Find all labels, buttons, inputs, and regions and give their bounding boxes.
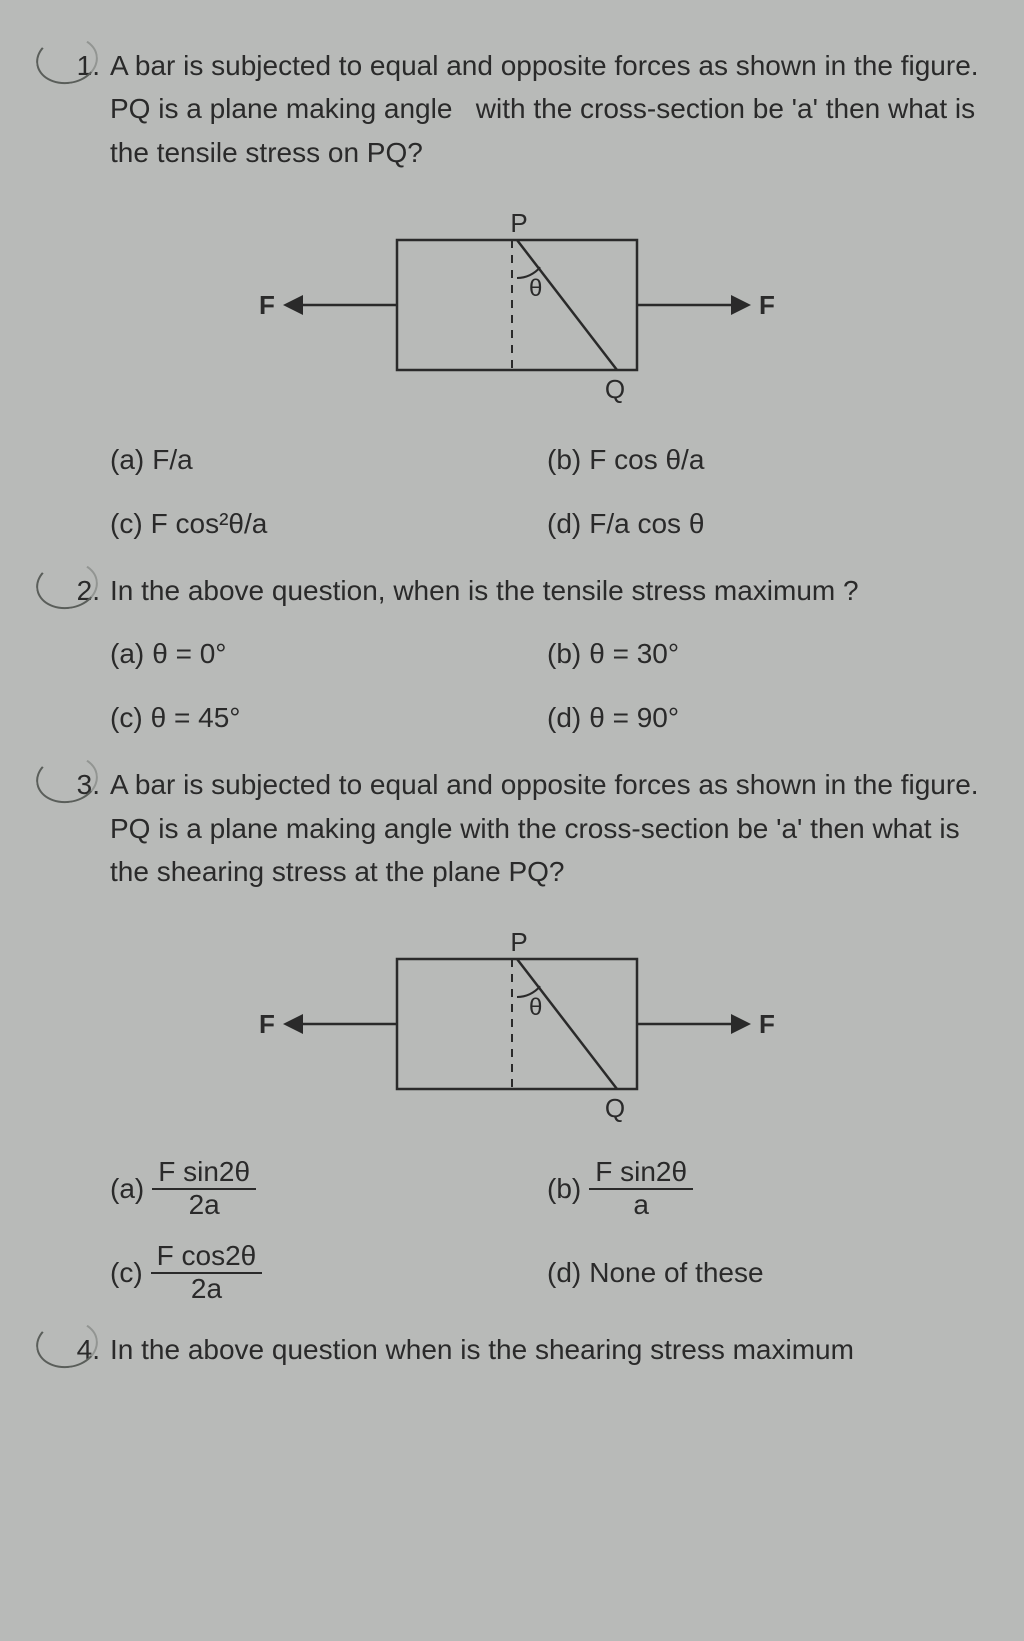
question-text: In the above question, when is the tensi… (110, 569, 984, 612)
question-number-wrap: 4. (50, 1328, 110, 1371)
option-label: (b) (547, 1167, 581, 1210)
option-value: F/a cos θ (589, 502, 704, 545)
option-2d: (d) θ = 90° (547, 686, 984, 749)
question-text: In the above question when is the sheari… (110, 1328, 984, 1371)
svg-text:Q: Q (605, 1093, 625, 1123)
option-label: (b) (547, 632, 581, 675)
denominator: a (589, 1188, 693, 1221)
options-q3: (a) F sin2θ 2a (b) F sin2θ a (c) F cos2θ… (110, 1147, 984, 1314)
bar-diagram: P Qθ F F (247, 919, 787, 1129)
option-3d: (d) None of these (547, 1231, 984, 1315)
option-value: θ = 30° (589, 632, 679, 675)
options-q1: (a) F/a (b) F cos θ/a (c) F cos²θ/a (d) … (110, 428, 984, 555)
svg-text:θ: θ (529, 994, 542, 1021)
numerator: F sin2θ (589, 1157, 693, 1188)
question-3: 3. A bar is subjected to equal and oppos… (50, 763, 984, 893)
option-2c: (c) θ = 45° (110, 686, 547, 749)
numerator: F sin2θ (152, 1157, 256, 1188)
option-label: (a) (110, 1167, 144, 1210)
option-label: (d) (547, 502, 581, 545)
option-3a: (a) F sin2θ 2a (110, 1147, 547, 1231)
option-label: (d) (547, 1251, 581, 1294)
numerator: F cos2θ (151, 1241, 263, 1272)
question-number: 2. (77, 569, 100, 612)
option-label: (c) (110, 502, 143, 545)
question-1: 1. A bar is subjected to equal and oppos… (50, 44, 984, 174)
option-label: (a) (110, 438, 144, 481)
question-2: 2. In the above question, when is the te… (50, 569, 984, 612)
option-value: F/a (152, 438, 192, 481)
option-value: θ = 45° (151, 696, 241, 739)
fraction: F sin2θ 2a (152, 1157, 256, 1221)
option-1d: (d) F/a cos θ (547, 492, 984, 555)
question-text: A bar is subjected to equal and opposite… (110, 763, 984, 893)
svg-text:F: F (759, 1009, 775, 1039)
question-number: 3. (77, 763, 100, 806)
option-value: F cos θ/a (589, 438, 704, 481)
option-3c: (c) F cos2θ 2a (110, 1231, 547, 1315)
svg-text:F: F (259, 290, 275, 320)
svg-text:F: F (759, 290, 775, 320)
question-4: 4. In the above question when is the she… (50, 1328, 984, 1401)
option-1a: (a) F/a (110, 428, 547, 491)
question-text: A bar is subjected to equal and opposite… (110, 44, 984, 174)
diagram-3: P Qθ F F (50, 919, 984, 1129)
question-number-wrap: 1. (50, 44, 110, 87)
svg-text:θ: θ (529, 275, 542, 302)
svg-text:F: F (259, 1009, 275, 1039)
option-value: θ = 90° (589, 696, 679, 739)
bar-diagram: P Qθ F F (247, 200, 787, 410)
option-value: None of these (589, 1251, 763, 1294)
option-2a: (a) θ = 0° (110, 622, 547, 685)
option-1b: (b) F cos θ/a (547, 428, 984, 491)
option-label: (a) (110, 632, 144, 675)
denominator: 2a (151, 1272, 263, 1305)
question-number: 4. (77, 1328, 100, 1371)
option-value: F cos²θ/a (151, 502, 268, 545)
option-label: (c) (110, 1251, 143, 1294)
fraction: F cos2θ 2a (151, 1241, 263, 1305)
svg-text:P: P (510, 208, 527, 238)
option-2b: (b) θ = 30° (547, 622, 984, 685)
diagram-1: P Qθ F F (50, 200, 984, 410)
option-label: (d) (547, 696, 581, 739)
denominator: 2a (152, 1188, 256, 1221)
svg-text:Q: Q (605, 374, 625, 404)
page-content: 1. A bar is subjected to equal and oppos… (0, 0, 1024, 1432)
option-label: (c) (110, 696, 143, 739)
question-number: 1. (77, 44, 100, 87)
fraction: F sin2θ a (589, 1157, 693, 1221)
question-number-wrap: 2. (50, 569, 110, 612)
option-label: (b) (547, 438, 581, 481)
option-3b: (b) F sin2θ a (547, 1147, 984, 1231)
svg-text:P: P (510, 927, 527, 957)
question-number-wrap: 3. (50, 763, 110, 806)
option-value: θ = 0° (152, 632, 226, 675)
options-q2: (a) θ = 0° (b) θ = 30° (c) θ = 45° (d) θ… (110, 622, 984, 749)
option-1c: (c) F cos²θ/a (110, 492, 547, 555)
